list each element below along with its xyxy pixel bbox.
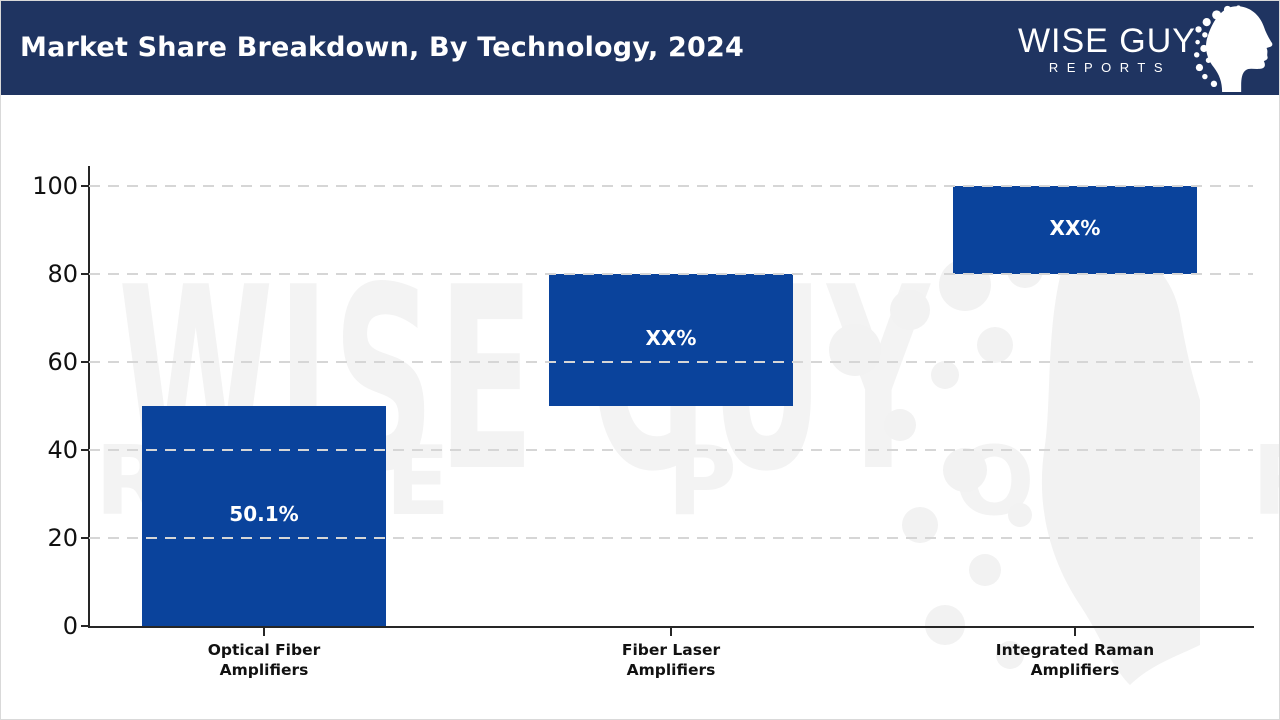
category-label-line: Amplifiers (219, 661, 309, 679)
y-tick-label: 100 (32, 172, 78, 200)
y-tick-mark (81, 625, 89, 627)
category-label: Fiber Laser Amplifiers (521, 640, 821, 680)
x-tick-mark (1074, 628, 1076, 636)
x-axis-line (88, 626, 1254, 628)
bar-value-label: 50.1% (229, 501, 299, 526)
x-tick-mark (263, 628, 265, 636)
gridline (89, 185, 1253, 187)
y-tick-label: 20 (47, 524, 78, 552)
bar-value-label: XX% (645, 325, 697, 350)
wise-guy-reports-logo: WISE GUY REPORTS (1018, 0, 1274, 95)
y-tick-label: 0 (62, 612, 78, 640)
dotted-head-icon (1193, 5, 1273, 92)
y-tick-mark (81, 361, 89, 363)
category-label-line: Integrated Raman (995, 641, 1155, 659)
page-title: Market Share Breakdown, By Technology, 2… (20, 32, 745, 63)
bar-value-label: XX% (1049, 216, 1101, 241)
y-tick-mark (81, 537, 89, 539)
y-axis-line (88, 166, 90, 627)
gridline (89, 537, 1253, 539)
y-tick-mark (81, 273, 89, 275)
logo-text: WISE GUY REPORTS (1018, 24, 1196, 76)
y-tick-mark (81, 185, 89, 187)
gridline (89, 273, 1253, 275)
y-tick-label: 80 (47, 260, 78, 288)
bar-segment (549, 274, 793, 406)
bar-segment (142, 405, 386, 626)
gridline (89, 449, 1253, 451)
header-bar: Market Share Breakdown, By Technology, 2… (0, 0, 1280, 95)
x-tick-mark (670, 628, 672, 636)
y-tick-mark (81, 449, 89, 451)
y-tick-label: 40 (47, 436, 78, 464)
category-label-line: Amplifiers (626, 661, 716, 679)
category-label-line: Optical Fiber (207, 641, 321, 659)
category-label: Integrated Raman Amplifiers (925, 640, 1225, 680)
y-tick-label: 60 (47, 348, 78, 376)
logo-wordmark: WISE GUY (1017, 22, 1196, 60)
gridline (89, 361, 1253, 363)
category-label-line: Amplifiers (1030, 661, 1120, 679)
logo-subtitle: REPORTS (1048, 60, 1172, 75)
category-label-line: Fiber Laser (621, 641, 721, 659)
category-label: Optical Fiber Amplifiers (114, 640, 414, 680)
